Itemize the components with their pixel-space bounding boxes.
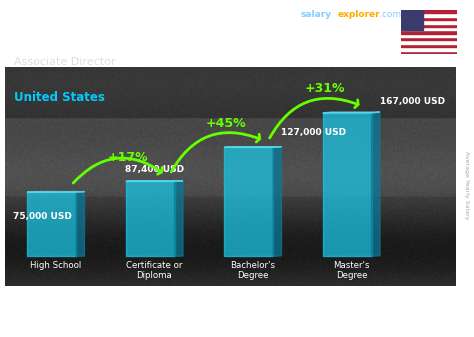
Text: .com: .com [379, 10, 401, 19]
Text: United States: United States [14, 91, 105, 104]
Bar [401, 24, 457, 27]
Text: 75,000 USD: 75,000 USD [13, 212, 72, 221]
Text: 87,400 USD: 87,400 USD [125, 165, 184, 175]
Text: Average Yearly Salary: Average Yearly Salary [465, 151, 469, 220]
Text: Certificate or
Diploma: Certificate or Diploma [126, 261, 182, 280]
Bar [401, 37, 457, 40]
Bar [401, 34, 457, 37]
Bar [401, 13, 457, 17]
Bar [401, 10, 423, 30]
Text: explorer: explorer [337, 10, 380, 19]
Bar [27, 192, 76, 256]
Polygon shape [273, 147, 282, 256]
Text: High School: High School [30, 261, 82, 270]
Text: Salary Comparison By Education: Salary Comparison By Education [14, 10, 282, 25]
Bar [401, 30, 457, 34]
Text: salary: salary [301, 10, 332, 19]
Text: +17%: +17% [107, 151, 148, 164]
Bar [401, 27, 457, 30]
Text: 127,000 USD: 127,000 USD [282, 128, 346, 137]
Text: 167,000 USD: 167,000 USD [380, 97, 445, 106]
Bar [401, 47, 457, 51]
Polygon shape [174, 181, 183, 256]
Text: Bachelor's
Degree: Bachelor's Degree [230, 261, 275, 280]
Text: +31%: +31% [304, 82, 345, 95]
Bar [224, 147, 273, 256]
Text: +45%: +45% [206, 117, 246, 130]
Text: Master's
Degree: Master's Degree [333, 261, 370, 280]
Bar [126, 181, 174, 256]
Bar [323, 113, 372, 256]
Polygon shape [372, 112, 380, 256]
Polygon shape [323, 112, 380, 113]
Polygon shape [76, 192, 84, 256]
Bar [401, 44, 457, 47]
Bar [401, 51, 457, 54]
Bar [401, 20, 457, 24]
Bar [401, 10, 457, 13]
Bar [401, 40, 457, 44]
Bar [401, 17, 457, 20]
Text: Associate Director: Associate Director [14, 57, 116, 67]
